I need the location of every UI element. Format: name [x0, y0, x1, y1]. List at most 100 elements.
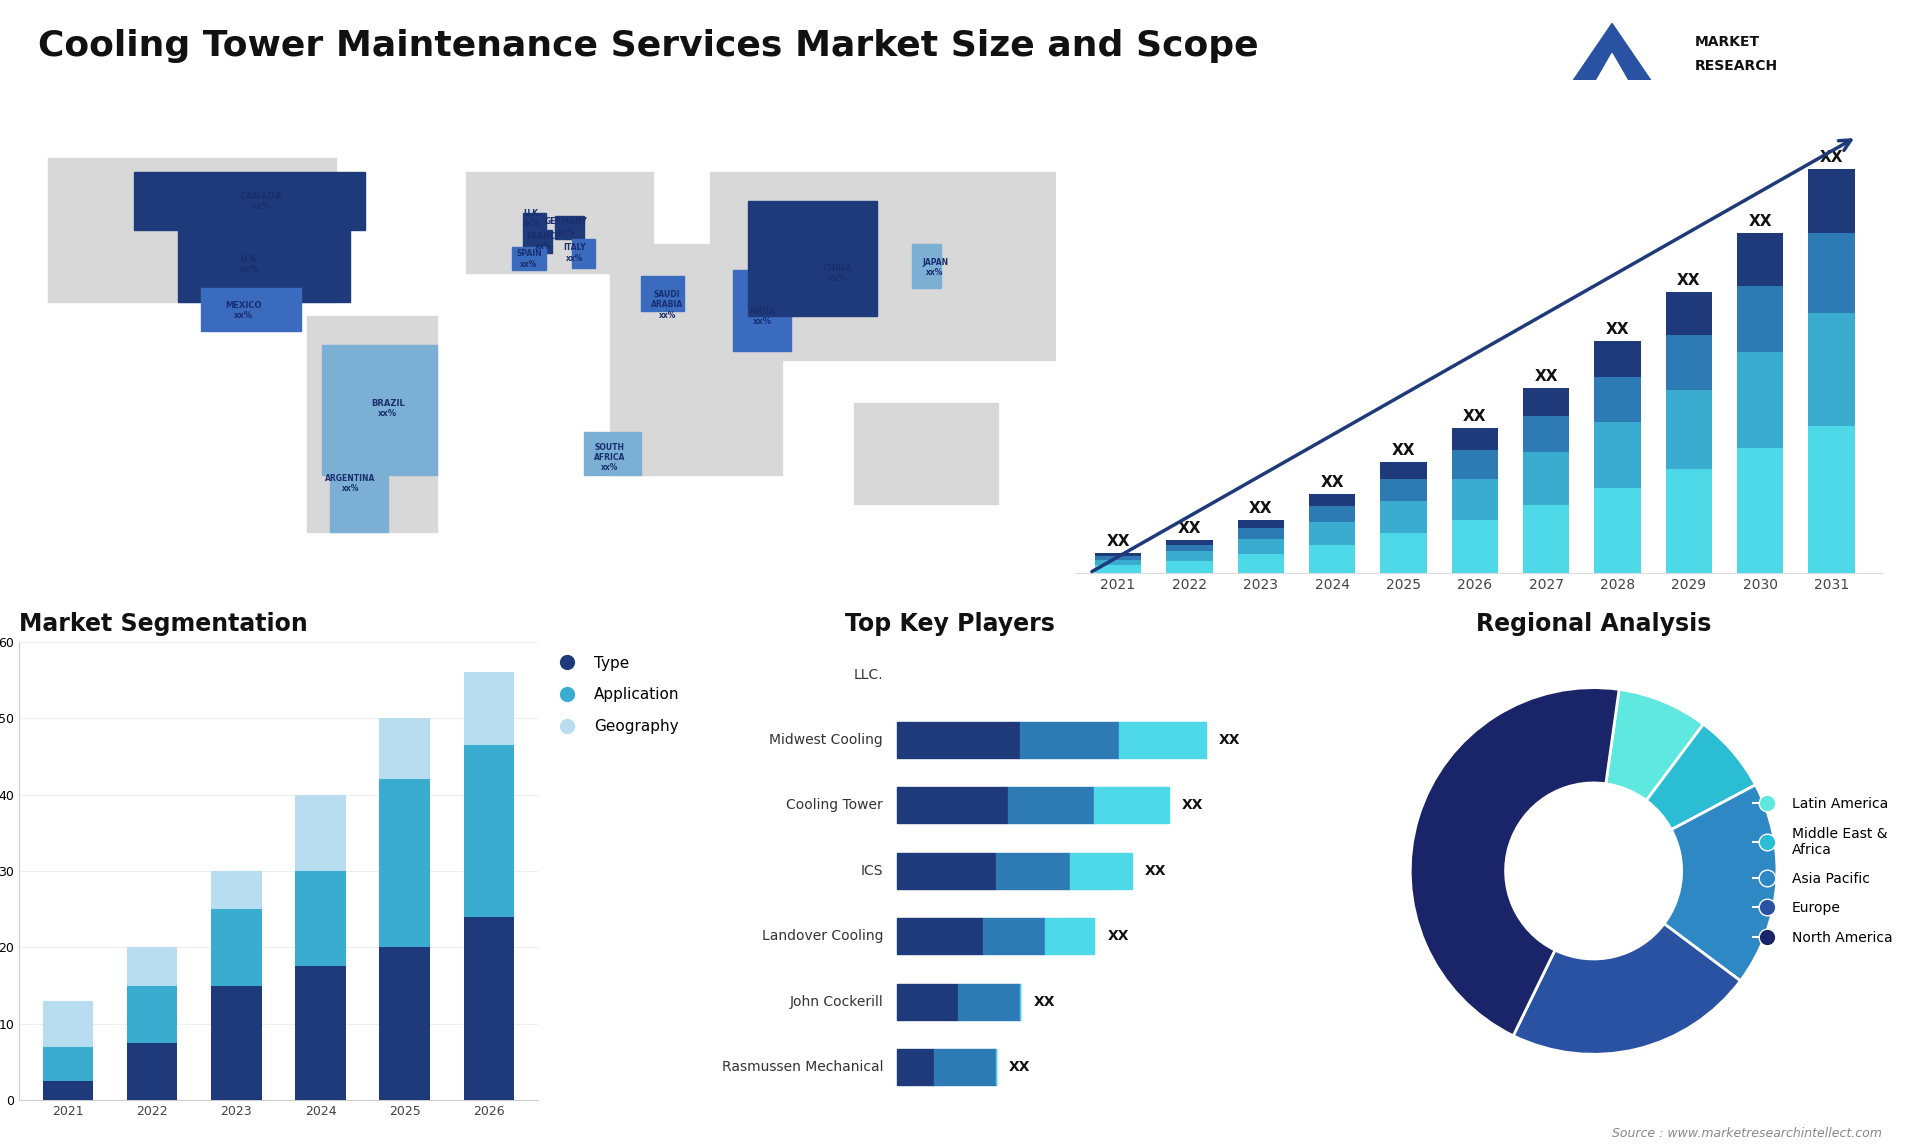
Bar: [296, 794, 346, 871]
Bar: [1094, 556, 1140, 559]
Bar: [1667, 292, 1713, 335]
Text: CHINA
xx%: CHINA xx%: [822, 264, 852, 283]
Text: XX: XX: [1534, 369, 1557, 384]
Bar: [1165, 544, 1213, 551]
Bar: [1738, 234, 1784, 286]
Text: XX: XX: [1108, 929, 1129, 943]
Bar: [1380, 533, 1427, 573]
Bar: [1667, 335, 1713, 390]
Bar: [1594, 340, 1642, 377]
Bar: [1020, 722, 1119, 758]
Text: XX: XX: [1820, 150, 1843, 165]
Bar: [211, 986, 261, 1100]
Text: Cooling Tower Maintenance Services Market Size and Scope: Cooling Tower Maintenance Services Marke…: [38, 29, 1260, 63]
Text: U.S.
xx%: U.S. xx%: [240, 254, 259, 274]
Text: ARGENTINA
xx%: ARGENTINA xx%: [324, 473, 376, 493]
Bar: [897, 853, 996, 889]
Bar: [1119, 722, 1206, 758]
Text: SAUDI
ARABIA
xx%: SAUDI ARABIA xx%: [651, 290, 684, 320]
Text: INDIA
xx%: INDIA xx%: [749, 307, 776, 327]
Bar: [1594, 422, 1642, 488]
Text: XX: XX: [1219, 733, 1240, 747]
Text: FRANCE
xx%: FRANCE xx%: [526, 231, 561, 251]
Bar: [380, 948, 430, 1100]
Bar: [933, 1050, 996, 1085]
Bar: [958, 984, 1020, 1020]
Bar: [1094, 559, 1140, 565]
Title: Top Key Players: Top Key Players: [845, 612, 1056, 636]
Text: XX: XX: [1183, 799, 1204, 813]
Text: GERMANY
xx%: GERMANY xx%: [545, 218, 588, 237]
Polygon shape: [1574, 54, 1649, 120]
Bar: [1094, 787, 1169, 824]
Wedge shape: [1605, 690, 1703, 801]
Bar: [467, 172, 653, 273]
Bar: [1738, 286, 1784, 352]
Bar: [983, 918, 1044, 955]
Bar: [202, 288, 301, 331]
Bar: [1309, 507, 1356, 523]
Bar: [897, 787, 1008, 824]
Bar: [380, 779, 430, 948]
Bar: [211, 909, 261, 986]
Bar: [749, 202, 877, 316]
Text: XX: XX: [1144, 864, 1167, 878]
Bar: [1165, 560, 1213, 573]
Bar: [555, 215, 584, 238]
Text: Market Segmentation: Market Segmentation: [19, 612, 307, 636]
Text: Rasmussen Mechanical: Rasmussen Mechanical: [722, 1060, 883, 1075]
Bar: [1452, 429, 1498, 450]
Wedge shape: [1665, 785, 1776, 981]
Bar: [380, 719, 430, 779]
Legend: Type, Application, Geography: Type, Application, Geography: [545, 650, 685, 740]
Text: ICS: ICS: [860, 864, 883, 878]
Text: U.K.
xx%: U.K. xx%: [522, 209, 541, 228]
Bar: [1523, 388, 1569, 416]
Text: MARKET: MARKET: [1695, 34, 1761, 48]
Text: Cooling Tower: Cooling Tower: [787, 799, 883, 813]
Text: XX: XX: [1749, 214, 1772, 229]
Bar: [897, 722, 1020, 758]
Bar: [733, 270, 791, 351]
Text: JAPAN
xx%: JAPAN xx%: [922, 258, 948, 277]
Text: CANADA
xx%: CANADA xx%: [240, 191, 282, 211]
Text: SPAIN
xx%: SPAIN xx%: [516, 249, 541, 268]
Legend: Latin America, Middle East &
Africa, Asia Pacific, Europe, North America: Latin America, Middle East & Africa, Asi…: [1747, 792, 1897, 950]
Text: LLC.: LLC.: [854, 667, 883, 682]
Bar: [42, 1046, 94, 1081]
Bar: [1452, 450, 1498, 479]
Text: XX: XX: [1033, 995, 1056, 1008]
Text: XX: XX: [1678, 273, 1701, 288]
Bar: [1165, 540, 1213, 544]
Bar: [1238, 528, 1284, 539]
Bar: [1380, 462, 1427, 479]
Bar: [710, 172, 1056, 360]
Bar: [1380, 479, 1427, 501]
Bar: [572, 238, 595, 267]
Bar: [897, 1050, 933, 1085]
Text: MEXICO
xx%: MEXICO xx%: [225, 301, 263, 321]
Text: XX: XX: [1463, 409, 1486, 424]
Bar: [1452, 520, 1498, 573]
Bar: [134, 172, 365, 230]
Bar: [330, 469, 388, 533]
Bar: [897, 918, 983, 955]
Text: XX: XX: [1177, 520, 1202, 535]
Bar: [1165, 551, 1213, 560]
Text: Landover Cooling: Landover Cooling: [762, 929, 883, 943]
Wedge shape: [1411, 688, 1619, 1036]
Bar: [1738, 448, 1784, 573]
Bar: [1452, 479, 1498, 520]
Bar: [854, 403, 998, 504]
Bar: [1309, 544, 1356, 573]
Text: Midwest Cooling: Midwest Cooling: [770, 733, 883, 747]
Text: Source : www.marketresearchintellect.com: Source : www.marketresearchintellect.com: [1611, 1128, 1882, 1140]
Bar: [463, 673, 515, 745]
Text: SOUTH
AFRICA
xx%: SOUTH AFRICA xx%: [593, 442, 626, 472]
Bar: [996, 853, 1069, 889]
Bar: [912, 244, 941, 288]
Text: INTELLECT: INTELLECT: [1695, 83, 1778, 96]
Bar: [1069, 853, 1131, 889]
Bar: [323, 345, 438, 474]
Bar: [584, 432, 641, 474]
